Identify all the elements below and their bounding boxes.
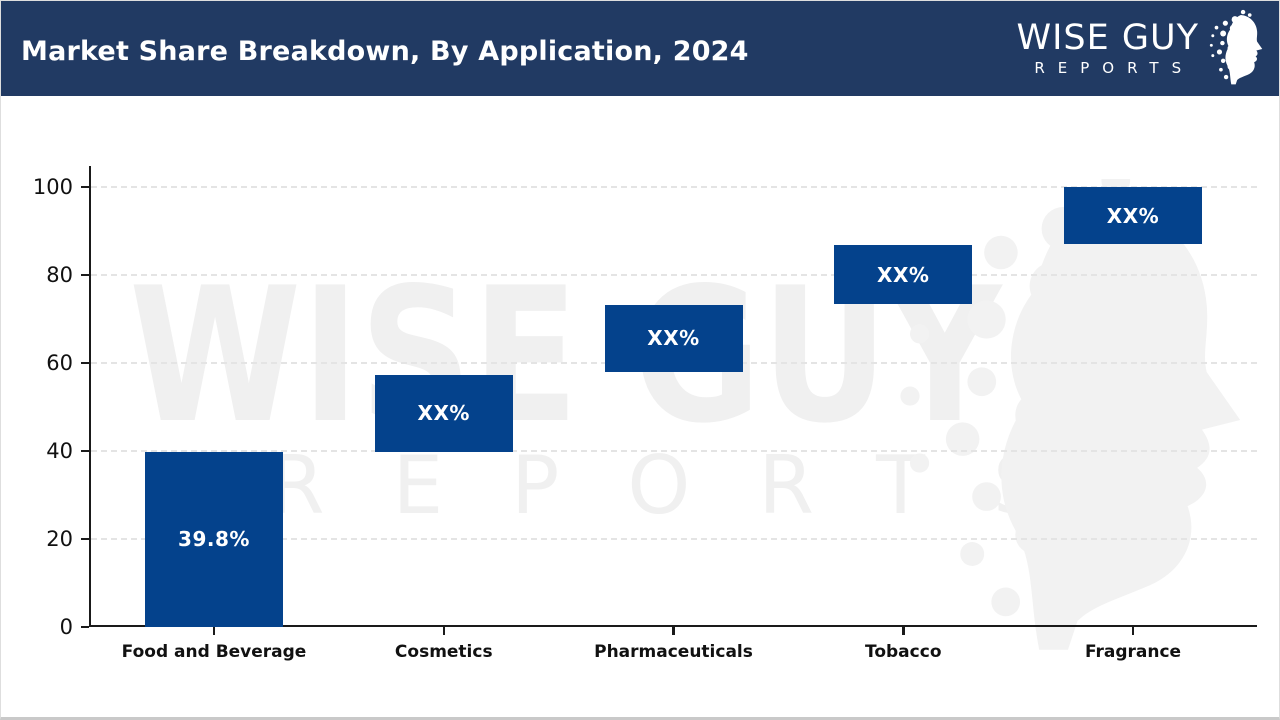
logo-text: WISE GUY REPORTS	[1016, 20, 1199, 77]
header-bar: Market Share Breakdown, By Application, …	[1, 1, 1279, 96]
face-dots-icon	[1201, 7, 1263, 91]
logo-wordmark: WISE GUY	[1016, 18, 1199, 59]
grid-line	[91, 538, 1257, 540]
x-category-label: Food and Beverage	[121, 642, 307, 662]
y-tick-label: 40	[46, 439, 73, 463]
bar-value-label: XX%	[647, 326, 700, 351]
bar-fragrance: XX%	[1064, 187, 1202, 245]
page-title: Market Share Breakdown, By Application, …	[21, 36, 749, 67]
y-axis-tick	[81, 361, 89, 365]
x-category-label: Tobacco	[865, 642, 942, 662]
bar-value-label: 39.8%	[178, 527, 250, 552]
logo-subtitle: REPORTS	[1034, 58, 1195, 77]
y-axis-tick	[81, 273, 89, 277]
y-tick-label: 0	[59, 615, 73, 639]
bar-cosmetics: XX%	[374, 374, 513, 452]
wise-guy-logo: WISE GUY REPORTS	[1016, 7, 1267, 91]
x-category-label: Pharmaceuticals	[594, 642, 753, 662]
y-tick-label: 100	[32, 175, 73, 199]
grid-line	[91, 186, 1257, 188]
bar-value-label: XX%	[877, 262, 930, 287]
grid-line	[91, 274, 1257, 276]
y-tick-label: 80	[46, 263, 73, 287]
x-axis-tick	[442, 627, 445, 635]
x-axis-tick	[902, 627, 905, 635]
x-category-label: Cosmetics	[394, 642, 493, 662]
x-axis-tick	[1131, 627, 1135, 635]
y-axis-tick	[81, 185, 89, 189]
x-axis-tick	[212, 627, 216, 635]
y-axis-tick	[81, 625, 89, 629]
bar-pharmaceuticals: XX%	[604, 304, 743, 372]
plot-area: 0 20 40 60 80 100 39.8% Food and Beverage XX% Cos…	[33, 166, 1257, 662]
y-tick-label: 20	[46, 527, 73, 551]
bar-value-label: XX%	[1106, 203, 1160, 228]
bar-value-label: XX%	[417, 401, 470, 426]
x-category-label: Fragrance	[1084, 642, 1182, 662]
grid-line	[91, 450, 1257, 452]
y-axis-tick	[81, 537, 89, 541]
y-axis-tick	[81, 449, 89, 453]
x-axis-tick	[672, 627, 675, 635]
watermark-subtitle: REPORTS	[269, 439, 1112, 532]
bar-food-and-beverage: 39.8%	[145, 451, 283, 627]
bar-tobacco: XX%	[834, 245, 973, 305]
y-tick-label: 60	[46, 351, 73, 375]
